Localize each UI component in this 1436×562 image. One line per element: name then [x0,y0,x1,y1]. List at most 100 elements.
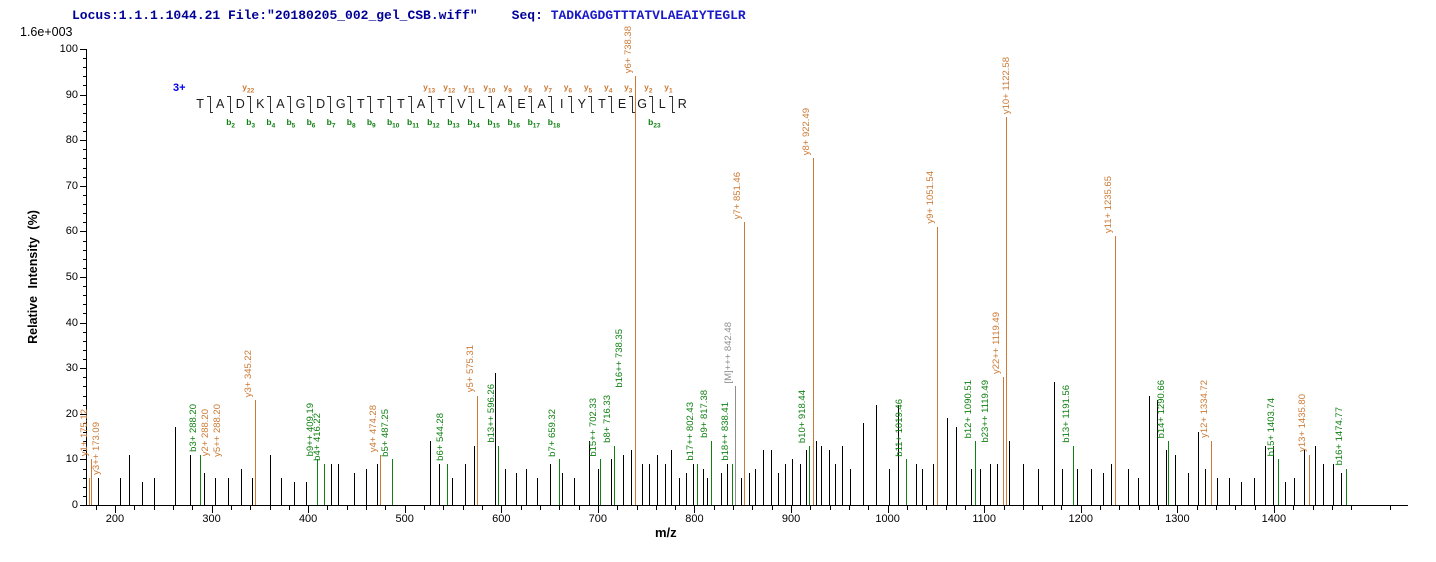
y-tick-label: 40 [65,316,78,329]
y-ion-label: y10 [483,82,496,95]
y-minor-tick [83,213,86,215]
peak [1216,477,1218,505]
peak-y-ion [1115,235,1117,505]
peak [933,463,934,505]
peak [980,468,982,505]
peak-label: y8+ 922.49 [800,108,812,156]
peak [1022,463,1024,505]
x-minor-tick [230,506,232,510]
y-minor-tick [83,395,86,397]
peak-y-ion [1003,377,1005,505]
peak [589,441,591,505]
y-minor-tick [83,76,86,78]
peak [562,473,564,505]
peak [1315,445,1317,505]
peak [1265,445,1267,505]
y-minor-tick [83,85,86,87]
fragment-divider [286,96,293,113]
fragment-divider [367,96,374,113]
residue: b7 G [327,84,351,134]
peak-label: b16++ 738.35 [613,329,625,388]
fragment-divider [467,96,474,113]
peak [1165,450,1167,505]
peak-label: y3+ 345.22 [243,349,255,398]
x-minor-tick [172,506,174,510]
peak [439,463,441,505]
peak [1294,477,1296,505]
peak [376,463,378,505]
fragment-divider [548,96,555,113]
peak-y-ion [379,454,381,505]
y-ion-label: y5 [583,82,593,95]
y-minor-tick [83,349,86,351]
residue: y9 b16 E [504,82,532,134]
fragment-divider [206,96,213,113]
peak [656,454,658,505]
x-major-tick [984,506,986,513]
peak [1102,473,1104,505]
peak-label: b9+ 817.38 [699,390,711,439]
peak [1187,473,1189,505]
x-minor-tick [752,506,754,510]
peak [777,473,779,505]
x-minor-tick [810,506,812,510]
peak [888,468,890,505]
peak-y-ion [937,226,939,505]
peak [1038,468,1040,505]
peptide-sequence: TADKAGDGTTTATVLAEAIYTEGLR [550,8,746,23]
peak-label: y5++ 288.20 [212,403,224,457]
x-minor-tick [1312,506,1314,510]
y-minor-tick [83,331,86,333]
fragment-divider [668,96,675,113]
peak-b-ion [447,463,449,505]
peak [611,459,613,505]
x-minor-tick [926,506,928,510]
peak [537,477,539,505]
x-minor-tick [385,506,387,510]
x-minor-tick [288,506,290,510]
y-ion-label: y1 [664,82,673,95]
peak [515,473,517,505]
y-minor-tick [83,112,86,114]
peak [1175,454,1177,505]
residue: y6 Y [564,82,592,134]
peak [720,473,722,505]
peak-label: [M]+++ 842.48 [723,321,735,384]
peak [97,477,99,505]
peak-b-ion [613,445,615,505]
peak [1053,381,1055,505]
fragment-divider [588,96,595,113]
residue-letter: T [397,97,405,111]
y-ion-label: y22 [242,82,255,95]
peak [526,468,528,505]
peak [664,463,666,505]
peak [989,463,991,505]
peak-label: y4+ 474.28 [367,404,379,452]
peak-label: y10+ 1122.58 [1001,57,1012,115]
residue: b11 A [407,84,431,134]
b-ion-label: b23 [648,117,661,130]
y-ion-label: y8 [523,82,532,95]
peak [1340,473,1342,505]
residue-letter: A [497,97,506,111]
residue: y13 b12 T [423,82,451,134]
peak-y-ion [744,222,746,505]
peak [366,468,368,505]
peak-b-ion [696,463,698,505]
b-ion-label: b7 [326,117,336,130]
x-tick-label: 1300 [1165,513,1190,525]
y-minor-tick [83,477,86,479]
intensity-scale-label: 1.6e+003 [20,25,73,39]
peak [791,459,793,505]
x-minor-tick [1022,506,1024,510]
x-minor-tick [559,506,561,510]
fragment-divider [387,96,394,113]
x-tick-label: 400 [298,513,318,525]
residue-letter: I [559,97,564,111]
peak [748,473,750,505]
peak [1323,463,1325,505]
peak [1149,395,1151,505]
peak [1197,432,1199,505]
x-minor-tick [153,506,155,510]
x-minor-tick [192,506,194,510]
